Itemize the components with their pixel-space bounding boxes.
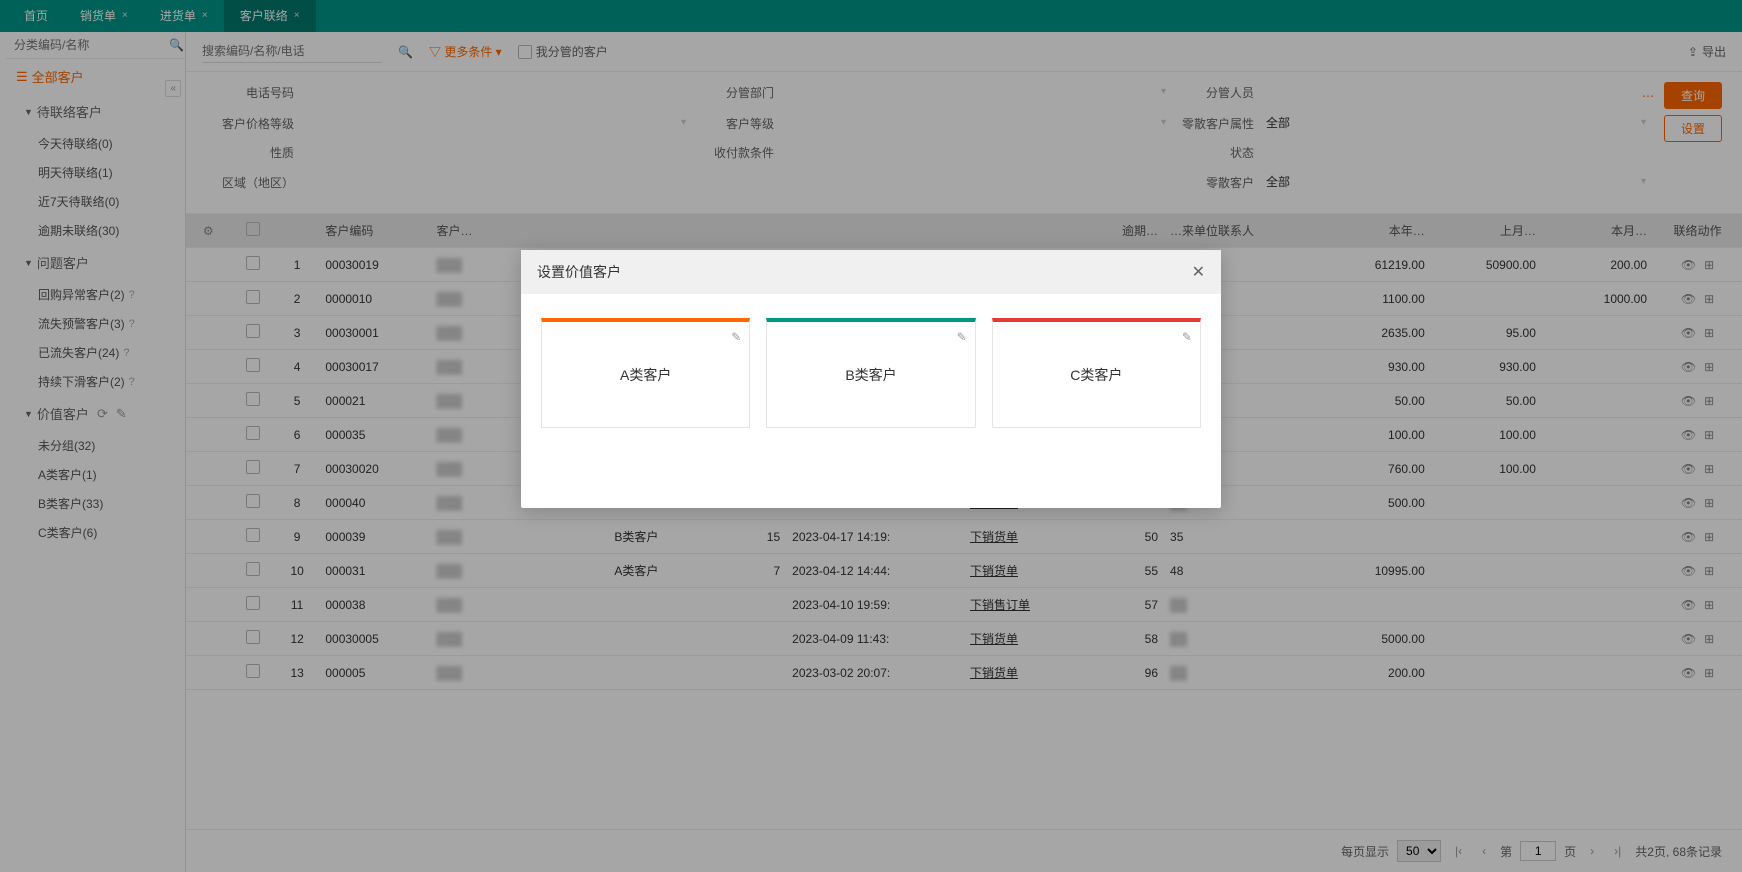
modal-header: 设置价值客户 ✕ (521, 250, 1221, 294)
modal-body: ✎ A类客户 ✎ B类客户 ✎ C类客户 (521, 294, 1221, 508)
card-name: C类客户 (1070, 365, 1122, 385)
value-card[interactable]: ✎ A类客户 (541, 318, 750, 428)
edit-icon[interactable]: ✎ (1182, 330, 1192, 344)
value-customer-modal: 设置价值客户 ✕ ✎ A类客户 ✎ B类客户 ✎ C类客户 (521, 250, 1221, 508)
modal-close-button[interactable]: ✕ (1192, 262, 1205, 282)
card-name: B类客户 (845, 365, 896, 385)
card-name: A类客户 (620, 365, 671, 385)
edit-icon[interactable]: ✎ (957, 330, 967, 344)
edit-icon[interactable]: ✎ (731, 330, 741, 344)
modal-title: 设置价值客户 (537, 262, 621, 282)
value-card[interactable]: ✎ B类客户 (766, 318, 975, 428)
modal-overlay[interactable]: 设置价值客户 ✕ ✎ A类客户 ✎ B类客户 ✎ C类客户 (0, 0, 1742, 872)
value-card[interactable]: ✎ C类客户 (992, 318, 1201, 428)
